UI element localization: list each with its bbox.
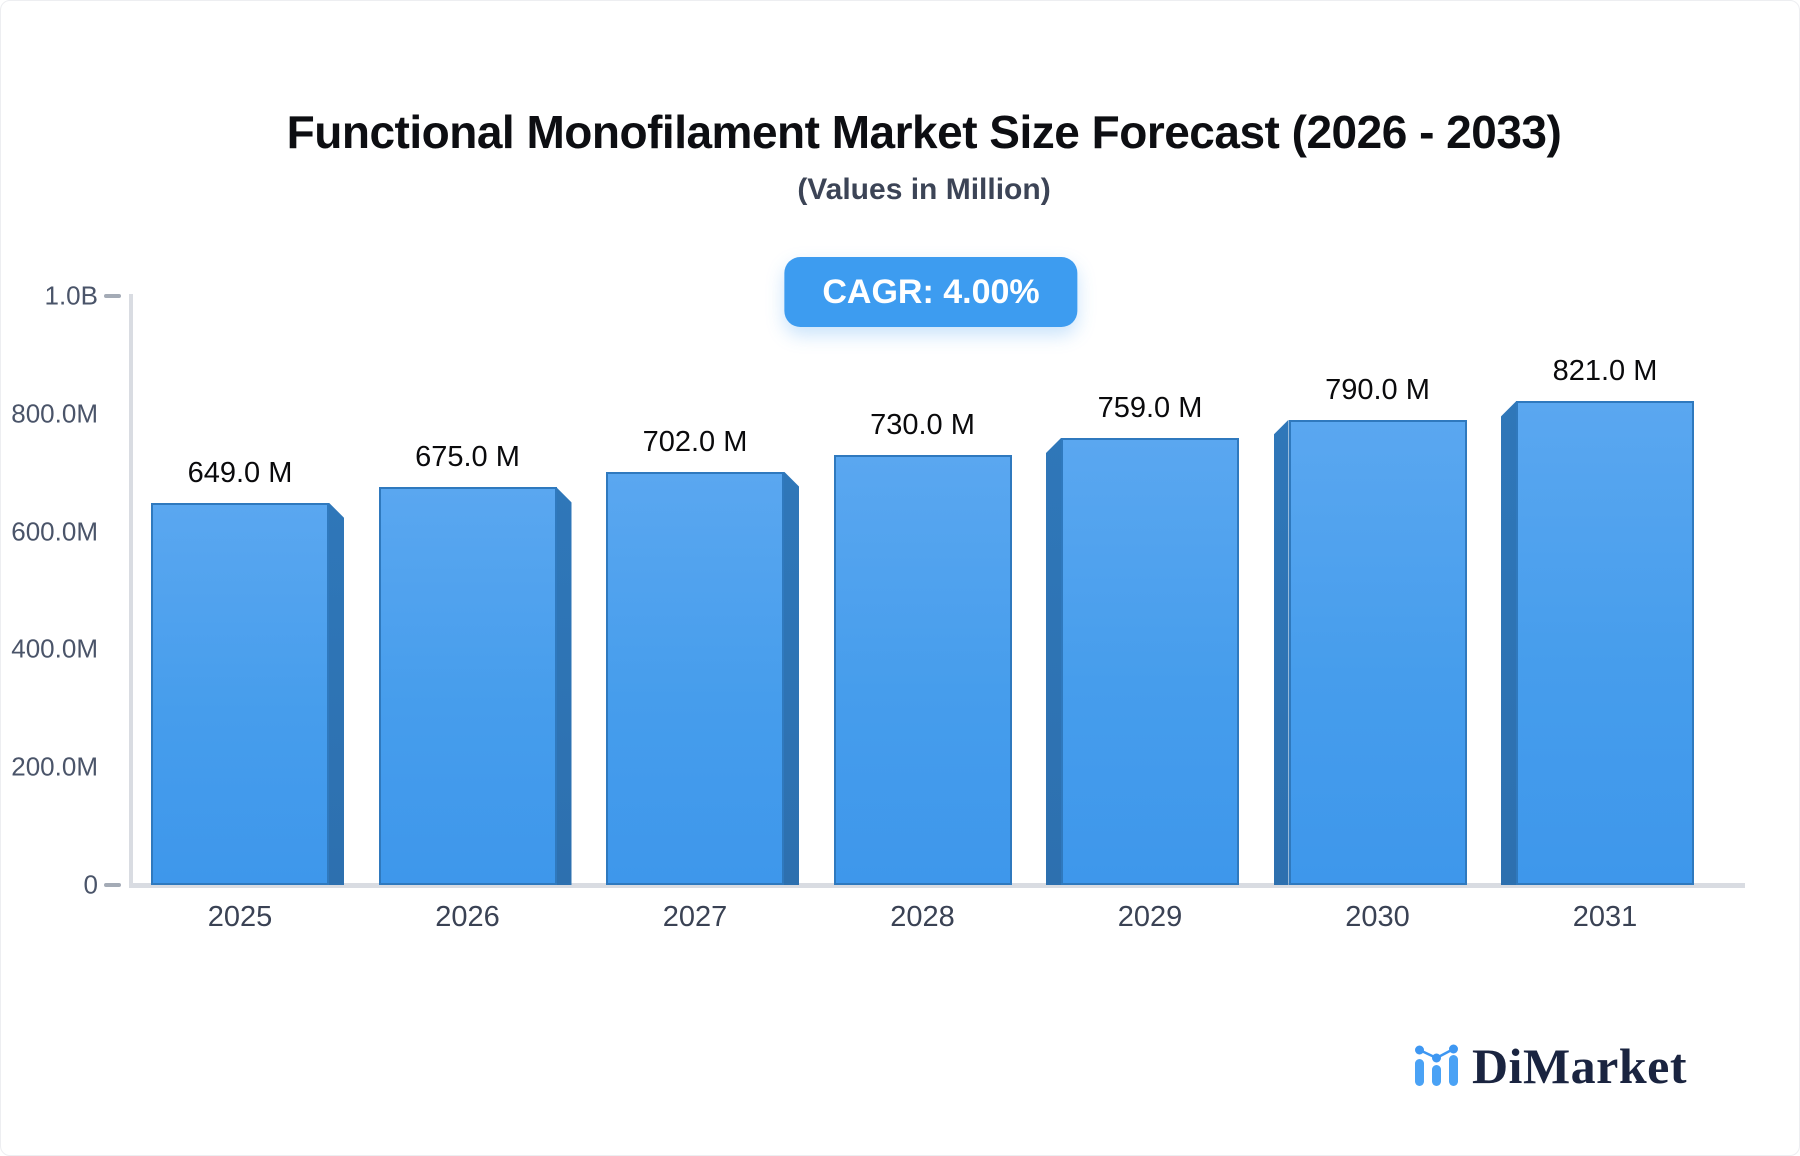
bar-3d-side: [784, 471, 799, 885]
bar-2029[interactable]: [1061, 437, 1239, 885]
bar-3d-side: [1501, 401, 1516, 885]
bar-value-label: 675.0 M: [415, 441, 520, 474]
y-axis-tick-label: 0: [83, 869, 98, 900]
bar-2028[interactable]: [833, 455, 1012, 885]
x-axis-label: 2025: [207, 901, 273, 933]
y-axis-tick-mark: [104, 294, 121, 298]
bar-value-label: 730.0 M: [870, 409, 975, 442]
brand-watermark: DiMarket: [1414, 1041, 1687, 1091]
bar-2030[interactable]: [1288, 419, 1467, 885]
bar-2026[interactable]: [378, 487, 557, 885]
y-axis-tick-mark: [104, 883, 121, 887]
y-axis-tick-label: 1.0B: [44, 280, 99, 311]
bar-2025[interactable]: [151, 502, 329, 885]
bar-value-label: 702.0 M: [642, 425, 748, 458]
bar-2027[interactable]: [606, 471, 784, 885]
x-axis-label: 2028: [890, 901, 955, 933]
bar-3d-side: [556, 487, 572, 885]
bar-3d-side: [329, 502, 344, 885]
chart-title: Functional Monofilament Market Size Fore…: [286, 106, 1562, 158]
bar-3d-side: [1046, 437, 1061, 885]
bar-value-label: 790.0 M: [1325, 373, 1430, 406]
bar-value-label: 821.0 M: [1552, 355, 1658, 388]
x-axis-label: 2027: [662, 901, 728, 933]
bar-chart-logo-icon: [1414, 1044, 1460, 1088]
bar-value-label: 759.0 M: [1097, 391, 1203, 424]
bar-2031[interactable]: [1516, 401, 1694, 885]
x-axis-line: [129, 883, 1745, 888]
y-axis-line: [129, 294, 133, 885]
x-axis-label: 2029: [1117, 901, 1183, 933]
y-axis-tick-label: 800.0M: [11, 398, 98, 429]
chart-subtitle: (Values in Million): [797, 173, 1051, 206]
cagr-badge: CAGR: 4.00%: [784, 257, 1078, 327]
x-axis-label: 2026: [435, 901, 500, 933]
bar-value-label: 649.0 M: [187, 456, 293, 489]
x-axis-label: 2031: [1572, 901, 1638, 933]
x-axis-label: 2030: [1345, 901, 1410, 933]
y-axis-tick-label: 200.0M: [11, 751, 98, 782]
y-axis-tick-label: 400.0M: [11, 633, 98, 664]
y-axis-tick-label: 600.0M: [11, 516, 98, 547]
bar-3d-side: [1273, 419, 1289, 885]
brand-name: DiMarket: [1471, 1038, 1687, 1094]
